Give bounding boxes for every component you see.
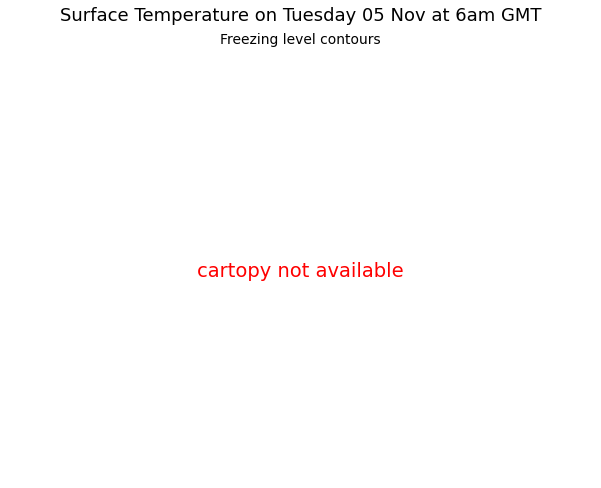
Text: cartopy not available: cartopy not available	[197, 262, 404, 281]
Text: Surface Temperature on Tuesday 05 Nov at 6am GMT: Surface Temperature on Tuesday 05 Nov at…	[59, 7, 542, 25]
Text: Freezing level contours: Freezing level contours	[220, 33, 381, 47]
